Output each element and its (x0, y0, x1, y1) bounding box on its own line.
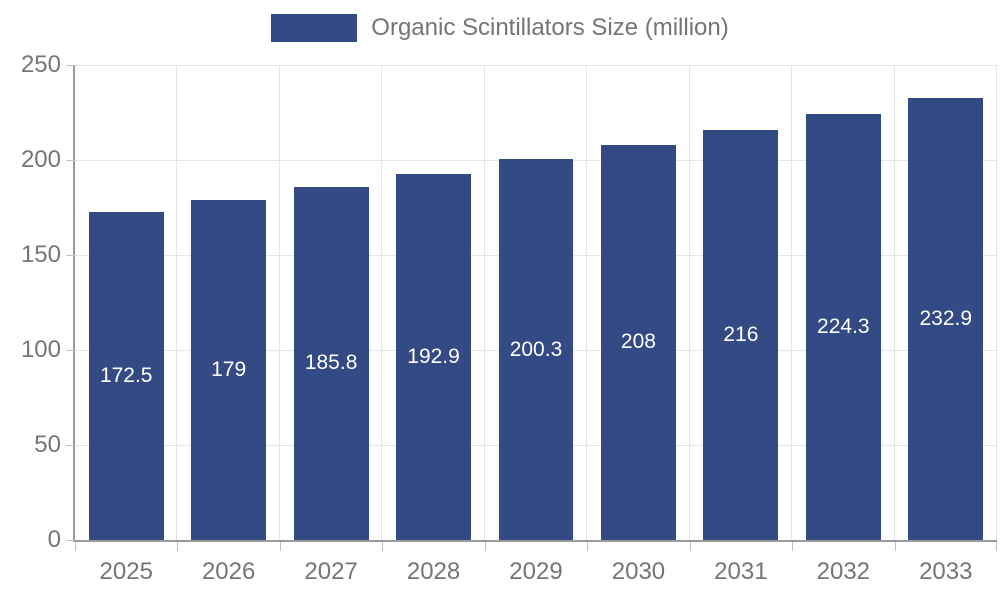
x-axis-label: 2028 (406, 558, 461, 585)
gridline-vertical (483, 65, 485, 540)
y-axis-label: 50 (34, 431, 61, 458)
y-tick (66, 159, 75, 161)
gridline-vertical (893, 65, 895, 540)
x-axis-label: 2027 (304, 558, 358, 585)
bar: 200.3 (498, 159, 574, 540)
x-axis-label: 2031 (714, 558, 768, 585)
y-tick (66, 254, 75, 256)
legend-label: Organic Scintillators Size (million) (371, 14, 729, 41)
bar-value-label: 224.3 (817, 314, 870, 338)
gridline-vertical (688, 65, 690, 540)
gridline-vertical (586, 65, 588, 540)
legend-swatch (271, 14, 358, 42)
gridline-vertical (176, 65, 178, 540)
x-tick (279, 542, 281, 551)
y-axis-label: 200 (20, 146, 61, 173)
bar-value-label: 179 (211, 357, 247, 381)
x-tick (689, 542, 691, 551)
x-axis-label: 2032 (816, 558, 871, 585)
gridline-horizontal (75, 65, 997, 66)
x-tick (484, 542, 486, 551)
y-axis-label: 150 (20, 241, 61, 268)
bar-value-label: 200.3 (509, 337, 563, 361)
y-tick (66, 539, 75, 541)
legend: Organic Scintillators Size (million) (0, 14, 1000, 42)
y-axis-label: 250 (20, 51, 61, 78)
x-tick (177, 542, 179, 551)
x-axis-label: 2025 (99, 558, 153, 585)
x-axis-label: 2029 (509, 558, 563, 585)
x-tick (996, 542, 997, 551)
y-tick (66, 349, 75, 351)
bar: 216 (703, 129, 779, 540)
y-axis-label: 100 (20, 336, 61, 363)
bar: 232.9 (908, 97, 984, 540)
x-tick (792, 542, 794, 551)
bar-value-label: 208 (620, 330, 656, 354)
x-tick (587, 542, 589, 551)
x-tick (75, 542, 76, 551)
bar-value-label: 216 (723, 322, 759, 346)
bar: 172.5 (88, 212, 164, 540)
x-tick (894, 542, 896, 551)
x-axis-label: 2026 (201, 558, 256, 585)
gridline-vertical (278, 65, 280, 540)
bar: 179 (191, 199, 267, 540)
y-tick (66, 64, 75, 66)
gridline-vertical (381, 65, 383, 540)
bar-value-label: 172.5 (99, 364, 153, 388)
x-tick (382, 542, 384, 551)
gridline-vertical (791, 65, 793, 540)
bar: 224.3 (805, 113, 881, 540)
x-axis-label: 2030 (611, 558, 666, 585)
y-tick (66, 444, 75, 446)
bar-value-label: 185.8 (304, 351, 358, 375)
plot-area: 0 50 100 150 200 250 172.5 2025 179 2026 185.8 2027… (21, 51, 997, 585)
x-axis-label: 2033 (919, 558, 973, 585)
bar-value-label: 232.9 (919, 306, 973, 330)
bar: 208 (601, 144, 676, 540)
bar: 192.9 (396, 173, 471, 540)
bar: 185.8 (293, 186, 369, 540)
bar-value-label: 192.9 (407, 344, 460, 368)
y-axis-label: 0 (47, 526, 61, 553)
gridline-vertical (996, 65, 997, 540)
